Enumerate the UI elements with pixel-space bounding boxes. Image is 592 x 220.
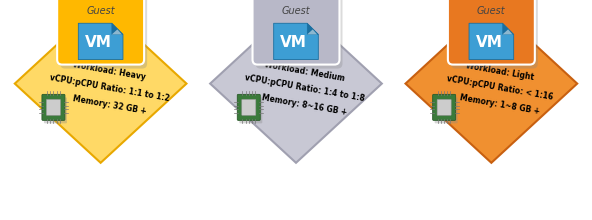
Polygon shape	[469, 23, 514, 60]
Polygon shape	[503, 23, 514, 35]
FancyBboxPatch shape	[242, 99, 256, 115]
Polygon shape	[406, 4, 577, 163]
Polygon shape	[503, 29, 513, 35]
FancyBboxPatch shape	[448, 0, 535, 65]
Polygon shape	[78, 23, 123, 60]
FancyBboxPatch shape	[239, 97, 262, 123]
FancyBboxPatch shape	[256, 0, 343, 69]
Text: Workload: Heavy: Workload: Heavy	[72, 61, 146, 82]
Polygon shape	[307, 23, 318, 35]
FancyBboxPatch shape	[433, 94, 456, 120]
Text: Memory: 32 GB +: Memory: 32 GB +	[72, 94, 147, 116]
Text: vCPU:pCPU Ratio: 1:1 to 1:2: vCPU:pCPU Ratio: 1:1 to 1:2	[49, 73, 170, 103]
Text: VM: VM	[476, 35, 503, 50]
Polygon shape	[15, 4, 186, 163]
FancyBboxPatch shape	[237, 94, 260, 120]
Text: Tier: Silver: Tier: Silver	[282, 46, 327, 63]
Text: Tier: Bronze: Tier: Bronze	[475, 46, 525, 63]
FancyBboxPatch shape	[46, 99, 60, 115]
Polygon shape	[210, 4, 382, 163]
FancyBboxPatch shape	[253, 0, 339, 65]
Text: Guest: Guest	[86, 6, 115, 16]
Text: VM: VM	[281, 35, 307, 50]
Text: vCPU:pCPU Ratio: 1:4 to 1:8: vCPU:pCPU Ratio: 1:4 to 1:8	[244, 73, 365, 103]
Text: VM: VM	[85, 35, 112, 50]
FancyBboxPatch shape	[44, 97, 67, 123]
Text: Guest: Guest	[477, 6, 506, 16]
Text: vCPU:pCPU Ratio: < 1:16: vCPU:pCPU Ratio: < 1:16	[446, 74, 554, 102]
FancyBboxPatch shape	[451, 0, 538, 69]
FancyBboxPatch shape	[437, 99, 451, 115]
Text: Workload: Medium: Workload: Medium	[263, 60, 346, 83]
FancyBboxPatch shape	[42, 94, 65, 120]
Polygon shape	[274, 23, 318, 60]
FancyBboxPatch shape	[435, 97, 458, 123]
FancyBboxPatch shape	[60, 0, 147, 69]
Polygon shape	[112, 29, 122, 35]
Text: Tier: Gold: Tier: Gold	[89, 47, 129, 62]
Polygon shape	[307, 29, 317, 35]
FancyBboxPatch shape	[57, 0, 144, 65]
Text: Memory: 8~16 GB +: Memory: 8~16 GB +	[261, 93, 348, 117]
Text: Guest: Guest	[282, 6, 310, 16]
Polygon shape	[112, 23, 123, 35]
Text: Memory: 1~8 GB +: Memory: 1~8 GB +	[459, 93, 540, 116]
Text: Workload: Light: Workload: Light	[465, 61, 535, 82]
